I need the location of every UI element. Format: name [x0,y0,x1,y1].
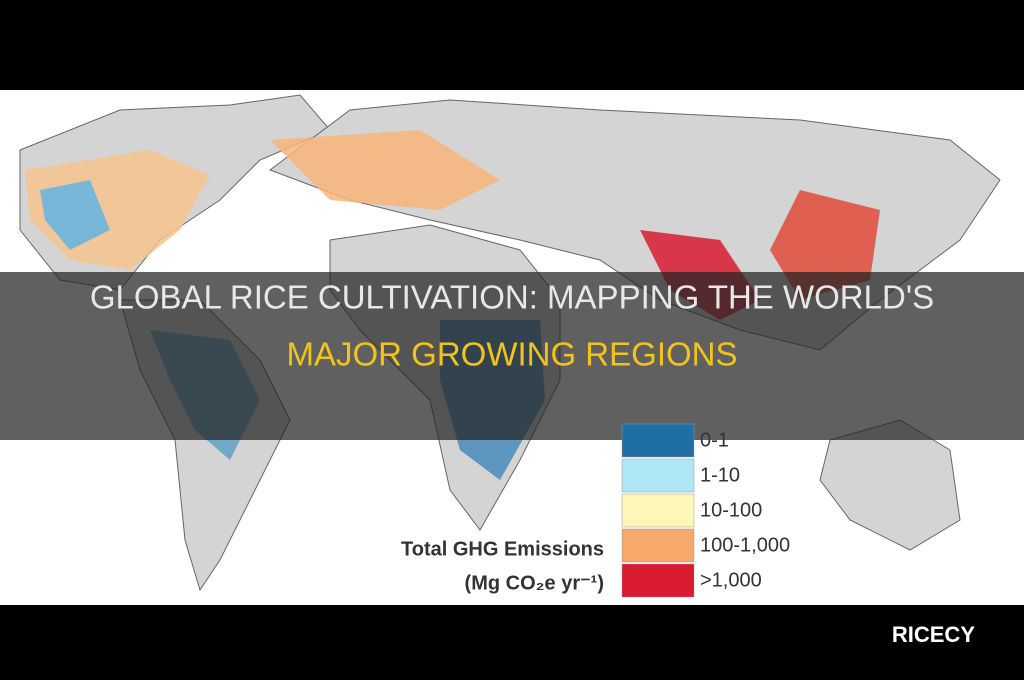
legend-title: Total GHG Emissions [401,538,604,560]
legend: Total GHG Emissions (Mg CO₂e yr⁻¹) 0-1 1-… [401,423,790,598]
legend-units: (Mg CO₂e yr⁻¹) [465,572,604,594]
legend-label: 1-10 [700,464,740,486]
title-line: GLOBAL RICE CULTIVATION: MAPPING THE WOR… [90,279,934,316]
title-line: MAJOR GROWING REGIONS [286,336,737,373]
legend-swatch [621,423,695,458]
brand: RICECY [892,622,975,647]
legend-swatch [621,563,695,598]
legend-label: 100-1,000 [700,534,790,556]
legend-label: 0-1 [700,429,729,451]
legend-label: 10-100 [700,499,762,521]
legend-label: >1,000 [700,569,762,591]
legend-swatch [621,528,695,563]
legend-swatch [621,493,695,528]
title-band [0,272,1024,440]
region-shading [270,130,500,210]
legend-swatch [621,458,695,493]
region-shading [40,180,110,250]
